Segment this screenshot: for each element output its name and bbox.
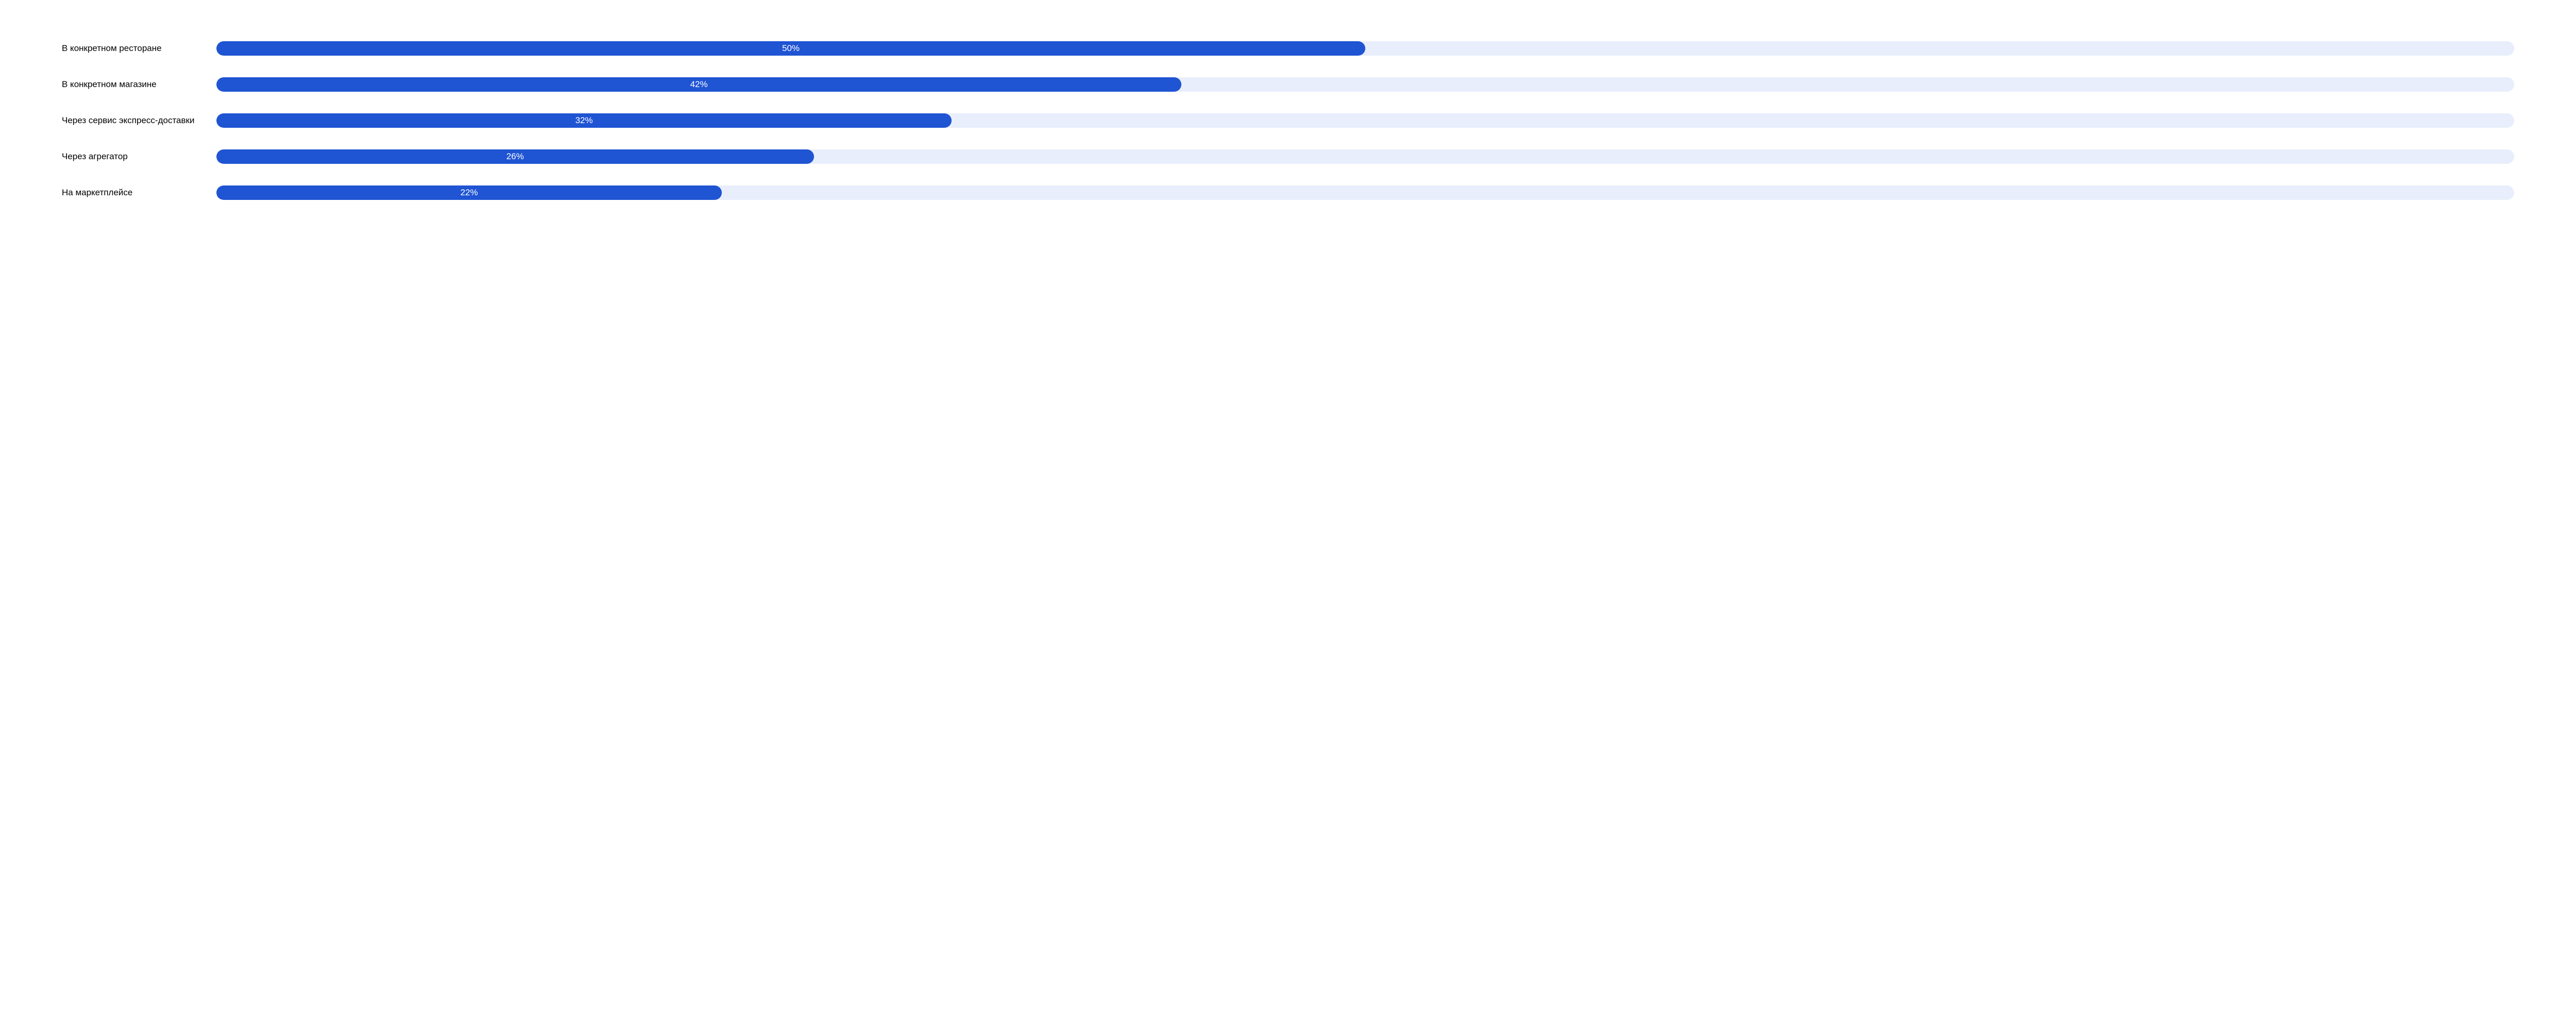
bar-track: 26% (216, 149, 2514, 164)
bar-label: В конкретном ресторане (62, 43, 216, 54)
bar-row: Через сервис экспресс-доставки 32% (62, 113, 2514, 128)
horizontal-bar-chart: В конкретном ресторане 50% В конкретном … (0, 0, 2576, 241)
bar-label: Через сервис экспресс-доставки (62, 115, 216, 126)
bar-value: 26% (506, 151, 524, 162)
bar-label: Через агрегатор (62, 151, 216, 162)
bar-row: На маркетплейсе 22% (62, 185, 2514, 200)
bar-row: В конкретном магазине 42% (62, 77, 2514, 92)
bar-value: 50% (782, 43, 800, 54)
bar-value: 42% (690, 79, 708, 90)
bar-fill: 50% (216, 41, 1365, 56)
bar-track: 42% (216, 77, 2514, 92)
bar-track: 32% (216, 113, 2514, 128)
bar-track: 22% (216, 185, 2514, 200)
bar-fill: 22% (216, 185, 722, 200)
bar-value: 22% (461, 188, 478, 198)
bar-track: 50% (216, 41, 2514, 56)
bar-value: 32% (575, 115, 593, 126)
bar-row: В конкретном ресторане 50% (62, 41, 2514, 56)
bar-fill: 32% (216, 113, 952, 128)
bar-fill: 42% (216, 77, 1181, 92)
bar-label: На маркетплейсе (62, 187, 216, 198)
bar-row: Через агрегатор 26% (62, 149, 2514, 164)
bar-fill: 26% (216, 149, 814, 164)
bar-label: В конкретном магазине (62, 79, 216, 90)
